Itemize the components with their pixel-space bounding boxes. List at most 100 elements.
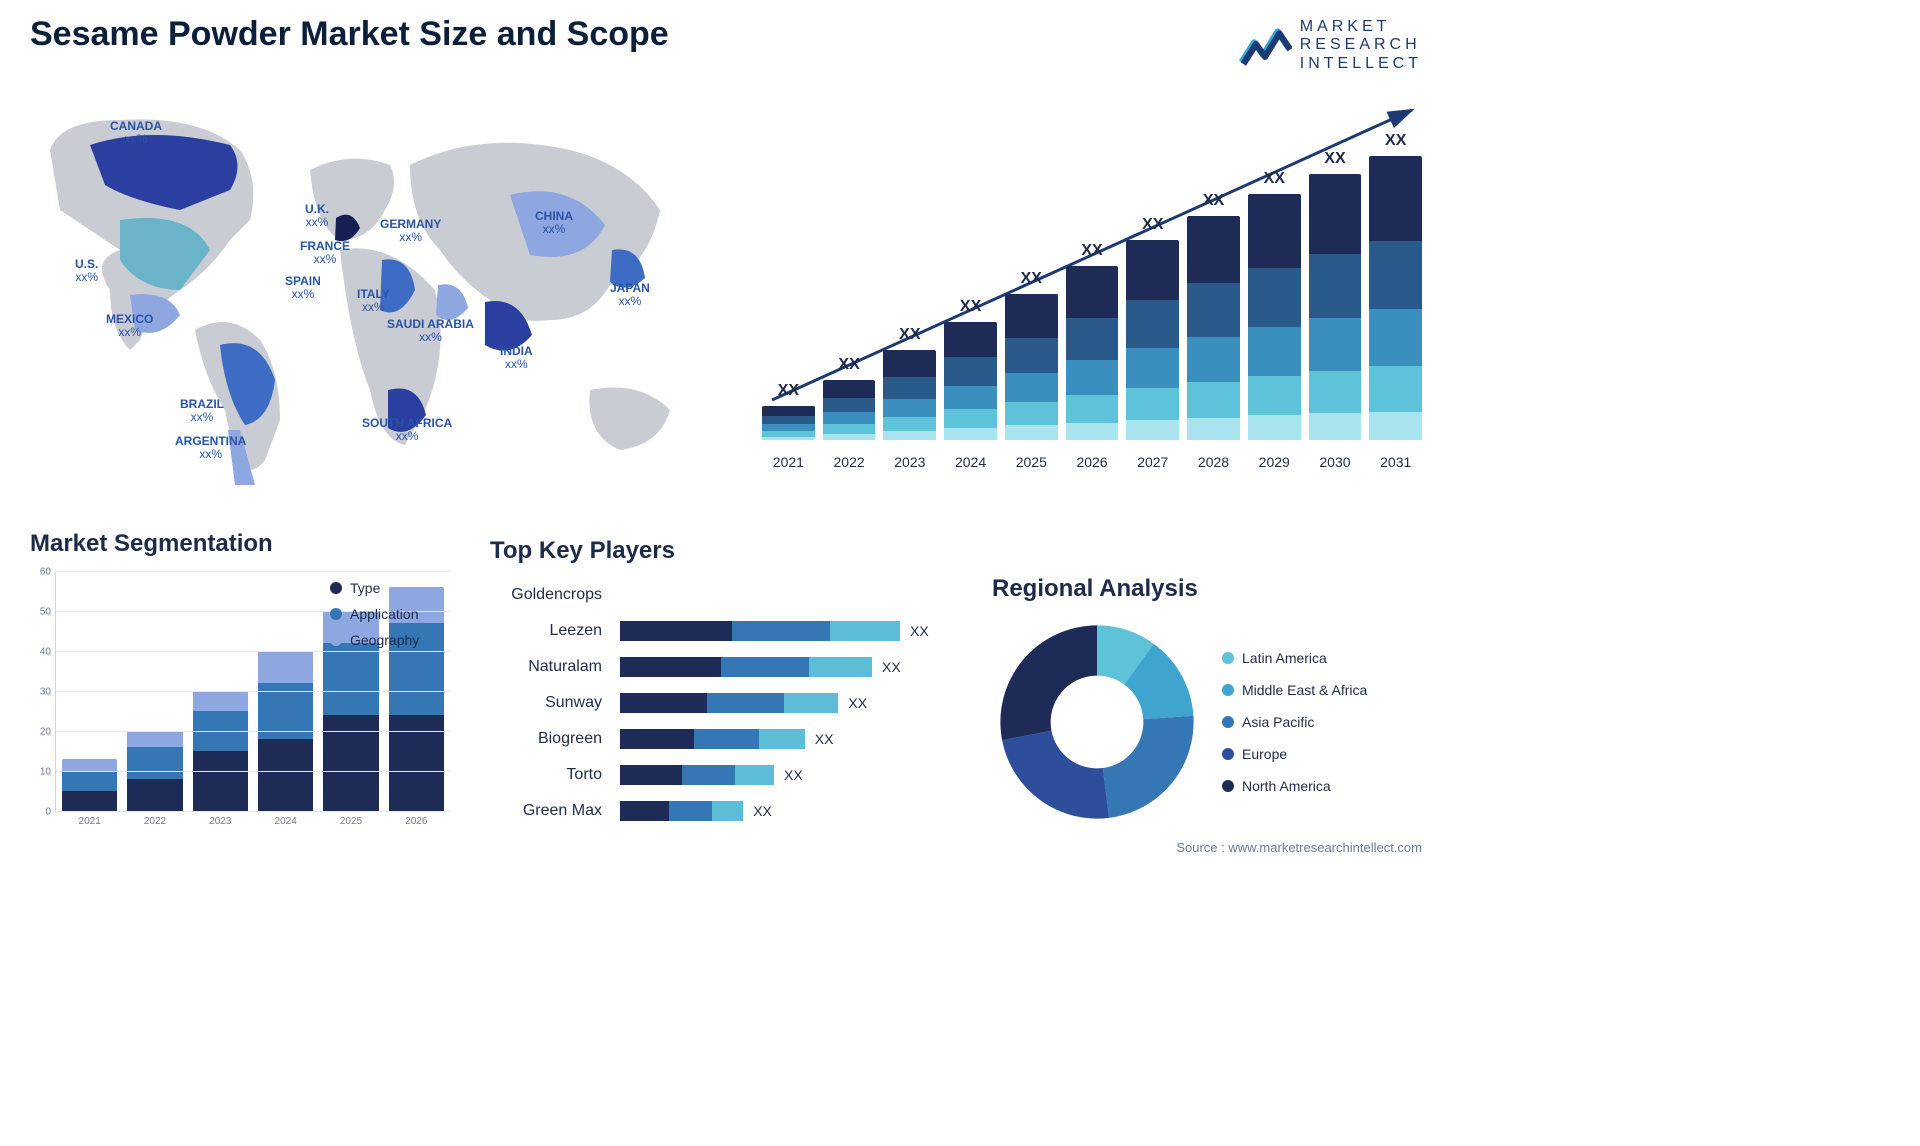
growth-bar-2025: XX [1005,270,1058,440]
player-name: Sunway [490,694,620,712]
player-bar-segment [735,765,774,785]
growth-bar-2026: XX [1066,242,1119,440]
map-label-spain: SPAINxx% [285,275,321,301]
growth-bar-segment [1309,413,1362,440]
map-label-brazil: BRAZILxx% [180,398,224,424]
regional-panel: Regional Analysis Latin America Middle Ea… [992,575,1422,827]
player-value-label: XX [848,695,867,711]
growth-chart: XXXXXXXXXXXXXXXXXXXXXX 20212022202320242… [762,100,1422,470]
growth-bar-segment [823,434,876,440]
growth-bar-segment [1066,423,1119,440]
growth-bar-value-label: XX [1021,270,1042,288]
map-label-india: INDIAxx% [500,345,533,371]
key-players-title: Top Key Players [490,537,980,565]
growth-bar-segment [883,399,936,417]
growth-bar-value-label: XX [899,326,920,344]
seg-bar-segment [62,791,117,811]
seg-bar-segment [323,643,378,715]
map-label-japan: JAPANxx% [610,282,650,308]
growth-bar-2027: XX [1126,216,1179,440]
seg-y-tick: 20 [40,727,51,738]
growth-bar-segment [944,409,997,428]
seg-bar-segment [193,691,248,711]
page-title: Sesame Powder Market Size and Scope [30,15,669,54]
growth-bar-segment [823,412,876,424]
growth-bar-segment [1126,240,1179,300]
seg-bar-segment [127,731,182,747]
player-value-label: XX [784,767,803,783]
player-bar-segment [620,693,707,713]
player-bar-segment [721,657,809,677]
growth-bar-segment [1066,318,1119,360]
growth-bar-segment [1248,268,1301,327]
growth-bar-segment [1126,348,1179,388]
seg-x-label: 2023 [193,812,248,827]
growth-bar-2024: XX [944,298,997,440]
growth-x-label: 2026 [1066,454,1119,470]
growth-bar-segment [1005,338,1058,373]
growth-bar-segment [1369,241,1422,309]
seg-bar-2023 [193,691,248,811]
growth-bar-segment [1005,402,1058,425]
growth-x-label: 2021 [762,454,815,470]
growth-bar-segment [1126,388,1179,420]
growth-bar-segment [1187,283,1240,337]
growth-bar-2022: XX [823,356,876,440]
growth-bar-segment [1066,266,1119,318]
growth-bar-value-label: XX [1385,132,1406,150]
player-row-sunway: Sunway XX [490,687,980,719]
growth-bar-segment [944,386,997,410]
growth-bar-segment [883,377,936,399]
growth-bar-segment [762,424,815,431]
seg-bar-segment [323,715,378,811]
growth-bar-segment [883,350,936,377]
growth-bar-segment [1248,194,1301,268]
seg-x-label: 2026 [389,812,444,827]
growth-x-label: 2028 [1187,454,1240,470]
map-label-canada: CANADAxx% [110,120,162,146]
growth-bar-value-label: XX [1203,192,1224,210]
map-label-france: FRANCExx% [300,240,350,266]
region-legend-item: Middle East & Africa [1222,682,1367,698]
player-bar-segment [620,801,669,821]
player-bar-segment [682,765,736,785]
map-label-argentina: ARGENTINAxx% [175,435,246,461]
logo-line-3: INTELLECT [1300,55,1422,73]
player-bar-segment [732,621,830,641]
player-bar-segment [620,657,721,677]
growth-bar-segment [1369,309,1422,366]
player-bar [620,693,838,713]
player-name: Naturalam [490,658,620,676]
growth-x-label: 2029 [1248,454,1301,470]
growth-x-label: 2027 [1126,454,1179,470]
player-name: Goldencrops [490,586,620,604]
growth-bar-value-label: XX [838,356,859,374]
growth-x-label: 2023 [883,454,936,470]
growth-bar-segment [762,437,815,440]
growth-bar-segment [1126,300,1179,348]
player-bar [620,621,900,641]
growth-bar-segment [1369,412,1422,440]
segmentation-title: Market Segmentation [30,530,450,558]
growth-bar-segment [1309,254,1362,318]
seg-y-tick: 40 [40,647,51,658]
seg-y-tick: 30 [40,687,51,698]
player-bar-segment [694,729,759,749]
growth-x-label: 2031 [1369,454,1422,470]
player-bar-segment [620,729,694,749]
player-value-label: XX [753,803,772,819]
player-value-label: XX [910,623,929,639]
growth-bar-segment [1187,418,1240,440]
growth-bar-segment [1126,420,1179,440]
player-bar-segment [830,621,900,641]
growth-bar-segment [883,417,936,431]
growth-x-label: 2030 [1309,454,1362,470]
donut-slice [1000,625,1097,740]
regional-title: Regional Analysis [992,575,1422,603]
seg-y-tick: 60 [40,567,51,578]
player-value-label: XX [815,731,834,747]
player-bar-segment [707,693,783,713]
region-legend-item: Latin America [1222,650,1367,666]
seg-x-label: 2025 [323,812,378,827]
seg-y-tick: 50 [40,607,51,618]
